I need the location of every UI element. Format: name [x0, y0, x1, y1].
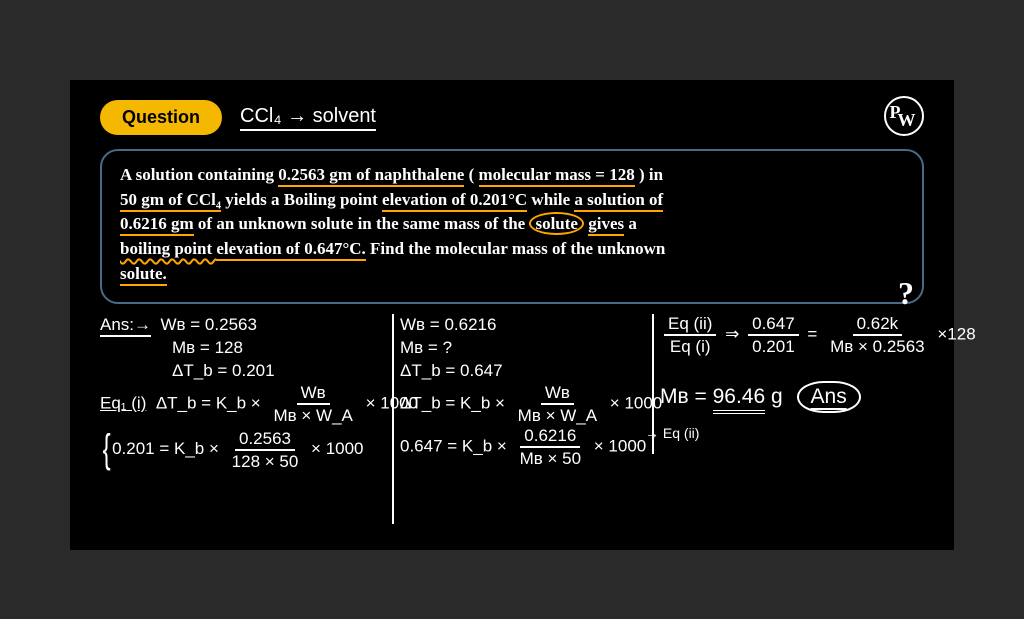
solution-column-2: Wʙ = 0.6216 Mʙ = ? ΔT_b = 0.647 ΔT_b = K…	[400, 312, 650, 470]
result-value: 96.46	[713, 385, 766, 414]
implies-arrow: ⇒	[725, 325, 739, 344]
ans-oval: Ans	[797, 381, 861, 413]
equals: =	[807, 325, 817, 344]
q-text: a	[628, 214, 637, 233]
solution-work-area: Ans:→ Wʙ = 0.2563 Mʙ = 128 ΔT_b = 0.201 …	[100, 312, 924, 542]
fraction: Wʙ Mʙ × W_A	[514, 384, 601, 424]
q-text: (	[469, 165, 475, 184]
result-unit: g	[771, 385, 783, 408]
fraction: 0.2563 128 × 50	[228, 430, 303, 470]
q-elevation-1: elevation of 0.201°C	[382, 190, 527, 212]
ans-label: Ans:→	[100, 315, 151, 337]
q-mass-naphthalene: 0.2563 gm of naphthalene	[278, 165, 464, 187]
c2-sub-b: × 1000	[594, 437, 646, 456]
c2-wb: Wʙ = 0.6216	[400, 315, 650, 335]
q-text: A solution containing	[120, 165, 278, 184]
c2-mb: Mʙ = ?	[400, 338, 650, 358]
frac-num: 0.647	[748, 315, 799, 336]
q-mass-ccl4: 50 gm of CCl₄	[120, 190, 221, 212]
q-text: yields a Boiling point	[225, 190, 382, 209]
logo-letter-w: W	[898, 110, 916, 131]
q-text: Find the molecular mass of the unknown	[370, 239, 665, 258]
frac-den: 128 × 50	[228, 451, 303, 470]
frac-den: Mʙ × W_A	[269, 405, 356, 424]
fraction: 0.62k Mʙ × 0.2563	[826, 315, 929, 355]
q-boiling-point: boiling point	[120, 239, 216, 258]
eq1-label: Eq₁ (i)	[100, 394, 146, 413]
q-solute-underlined: solute.	[120, 264, 167, 286]
c2-eq-substituted: 0.647 = K_b × 0.6216 Mʙ × 50 × 1000 → Eq…	[400, 427, 650, 467]
c1-dtb: ΔT_b = 0.201	[100, 361, 390, 381]
c1-wb: Wʙ = 0.2563	[160, 315, 256, 334]
frac-num: Wʙ	[297, 384, 330, 405]
fraction: Eq (ii) Eq (i)	[664, 315, 716, 355]
result-label: Mʙ =	[660, 385, 713, 408]
c1-dtb-formula-a: ΔT_b = K_b ×	[156, 394, 261, 413]
frac-den: 0.201	[748, 336, 799, 355]
q-gives: gives	[588, 214, 624, 236]
c1-sub-a: 0.201 = K_b ×	[112, 439, 219, 458]
q-text: ) in	[639, 165, 663, 184]
ans-row: Ans:→ Wʙ = 0.2563	[100, 315, 390, 335]
q-text: of an unknown solute in the same mass of…	[198, 214, 530, 233]
q-text: while	[531, 190, 574, 209]
c2-dtb-formula-a: ΔT_b = K_b ×	[400, 394, 505, 413]
solution-column-3: Eq (ii) Eq (i) ⇒ 0.647 0.201 = 0.62k Mʙ …	[660, 312, 970, 416]
frac-den: Mʙ × 0.2563	[826, 336, 929, 355]
c1-eq-substituted: { 0.201 = K_b × 0.2563 128 × 50 × 1000	[100, 427, 390, 472]
fraction: 0.647 0.201	[748, 315, 799, 355]
pw-logo: P W	[884, 96, 924, 136]
c1-eq-general: Eq₁ (i) ΔT_b = K_b × Wʙ Mʙ × W_A × 1000	[100, 384, 390, 424]
fraction: 0.6216 Mʙ × 50	[516, 427, 585, 467]
question-box: A solution containing 0.2563 gm of napht…	[100, 149, 924, 304]
frac-num: Eq (ii)	[664, 315, 716, 336]
question-pill: Question	[100, 100, 222, 135]
frac-den: Mʙ × W_A	[514, 405, 601, 424]
c1-mb: Mʙ = 128	[100, 338, 390, 358]
c2-sub-a: 0.647 = K_b ×	[400, 437, 507, 456]
solvent-annotation: CCl₄ → solvent	[240, 105, 376, 131]
c3-result-line: Mʙ = 96.46 g Ans	[660, 381, 970, 413]
q-elevation-2: elevation of 0.647°C.	[216, 239, 365, 261]
q-solute-circled: solute	[529, 212, 584, 235]
c1-sub-b: × 1000	[311, 439, 363, 458]
frac-num: 0.2563	[235, 430, 295, 451]
frac-den: Mʙ × 50	[516, 448, 585, 467]
c3-ratio-line: Eq (ii) Eq (i) ⇒ 0.647 0.201 = 0.62k Mʙ …	[660, 315, 970, 355]
eq2-arrow-label: → Eq (ii)	[645, 425, 699, 441]
c2-eq-general: ΔT_b = K_b × Wʙ Mʙ × W_A × 1000	[400, 384, 650, 424]
fraction: Wʙ Mʙ × W_A	[269, 384, 356, 424]
column-separator-1	[392, 314, 394, 524]
brace-icon: {	[103, 427, 111, 472]
q-molecular-mass: molecular mass = 128	[479, 165, 635, 187]
q-mass-unknown: 0.6216 gm	[120, 214, 194, 236]
question-mark-icon: ?	[898, 270, 914, 316]
header-row: Question CCl₄ → solvent P W	[100, 100, 924, 135]
c2-dtb: ΔT_b = 0.647	[400, 361, 650, 381]
q-a-solution: a solution of	[574, 190, 663, 212]
frac-num: Wʙ	[541, 384, 574, 405]
c3-tail: ×128	[937, 325, 975, 344]
slide: Question CCl₄ → solvent P W A solution c…	[70, 80, 954, 550]
solution-column-1: Ans:→ Wʙ = 0.2563 Mʙ = 128 ΔT_b = 0.201 …	[100, 312, 390, 475]
frac-num: 0.6216	[520, 427, 580, 448]
frac-num: 0.62k	[853, 315, 903, 336]
frac-den: Eq (i)	[666, 336, 715, 355]
c2-dtb-formula-b: × 1000	[610, 394, 662, 413]
